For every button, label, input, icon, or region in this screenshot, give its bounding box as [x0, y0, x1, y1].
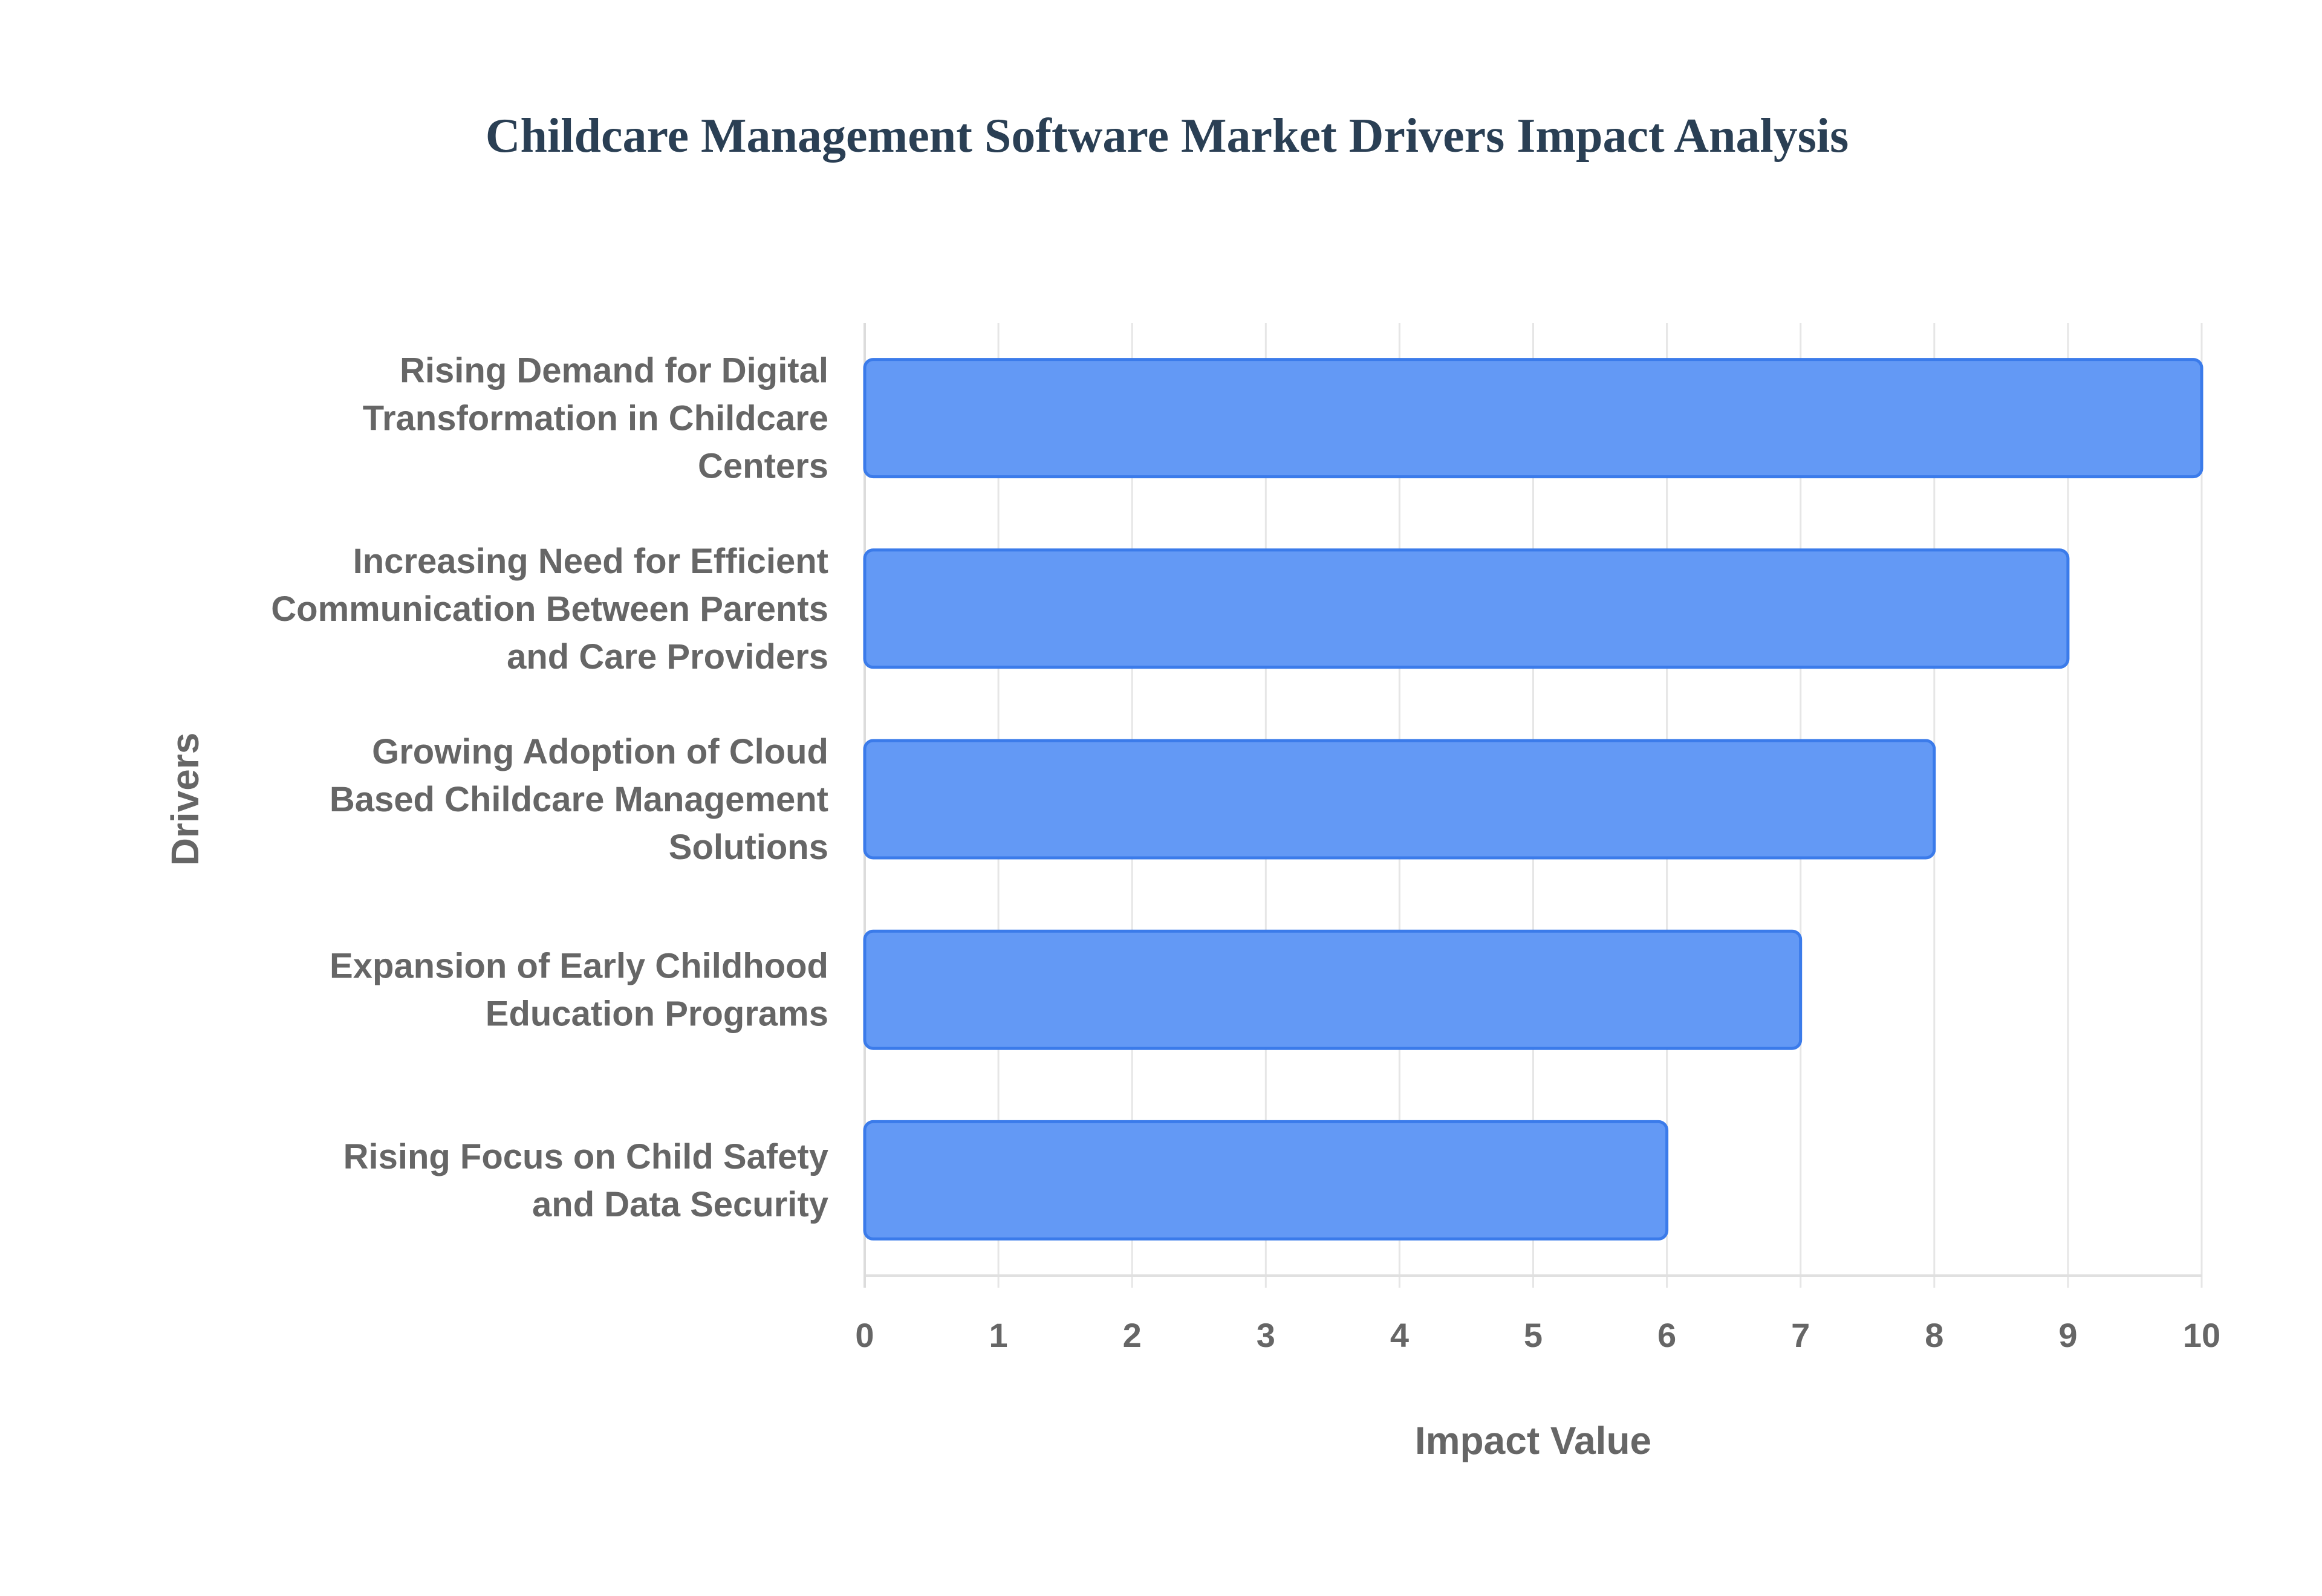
x-axis-title: Impact Value — [1415, 1419, 1651, 1462]
y-category-label: Rising Focus on Child Safety and Data Sec… — [343, 1137, 828, 1224]
x-tick-label: 8 — [1925, 1316, 1943, 1354]
x-tick-label: 5 — [1524, 1316, 1543, 1354]
y-category-label: Increasing Need for Efficient Communicati… — [271, 542, 828, 676]
x-tick-label: 6 — [1657, 1316, 1676, 1354]
bar — [863, 358, 2203, 479]
y-category-label: Expansion of Early Childhood Education Pr… — [330, 947, 828, 1034]
x-tick-label: 0 — [855, 1316, 874, 1354]
x-tick-label: 3 — [1257, 1316, 1275, 1354]
x-tick-label: 9 — [2058, 1316, 2077, 1354]
bar — [863, 548, 2070, 669]
x-tick-label: 10 — [2183, 1316, 2220, 1354]
bar — [863, 739, 1936, 860]
bar — [863, 1120, 1669, 1241]
x-tick-label: 4 — [1390, 1316, 1409, 1354]
x-tick-label: 7 — [1791, 1316, 1810, 1354]
bar — [863, 929, 1803, 1050]
y-axis-title: Drivers — [163, 733, 207, 866]
chart-title: Childcare Management Software Market Dri… — [485, 109, 1849, 163]
x-tick-label: 1 — [989, 1316, 1008, 1354]
y-category-label: Rising Demand for Digital Transformation … — [363, 351, 828, 486]
x-tick-label: 2 — [1123, 1316, 1142, 1354]
y-category-label: Growing Adoption of Cloud Based Childcare… — [330, 732, 828, 867]
